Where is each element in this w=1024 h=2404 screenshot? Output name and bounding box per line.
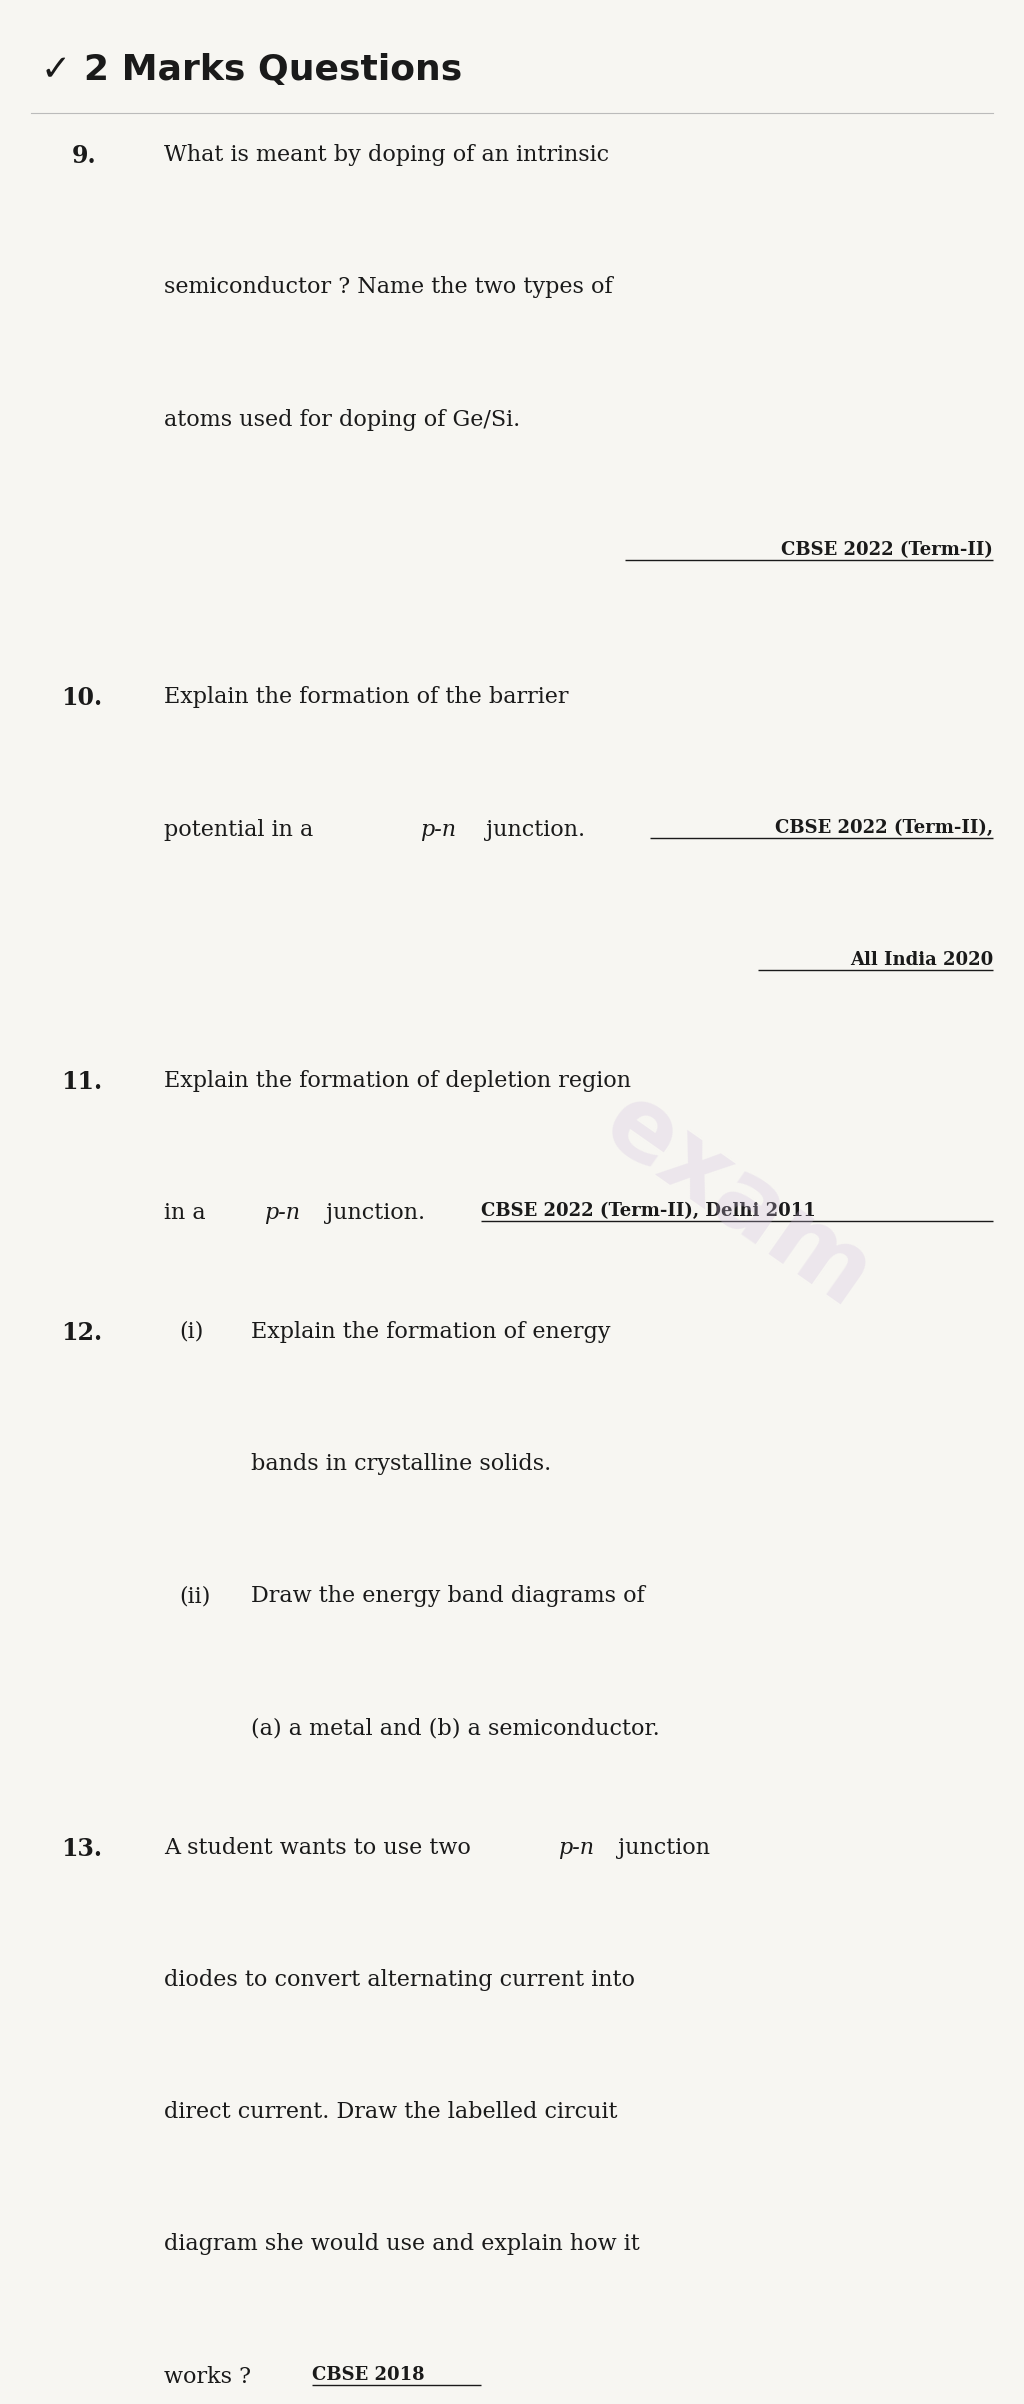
Text: diagram she would use and explain how it: diagram she would use and explain how it [164,2233,640,2255]
Text: p-n: p-n [558,1837,594,1858]
Text: p-n: p-n [264,1202,300,1224]
Text: Explain the formation of the barrier: Explain the formation of the barrier [164,688,568,709]
Text: What is meant by doping of an intrinsic: What is meant by doping of an intrinsic [164,144,609,166]
Text: (i): (i) [179,1322,204,1344]
Text: CBSE 2022 (Term-II), Delhi 2011: CBSE 2022 (Term-II), Delhi 2011 [481,1202,816,1219]
Text: atoms used for doping of Ge/Si.: atoms used for doping of Ge/Si. [164,409,520,430]
Text: 9.: 9. [72,144,96,168]
Text: junction: junction [611,1837,711,1858]
Text: A student wants to use two: A student wants to use two [164,1837,478,1858]
Text: All India 2020: All India 2020 [850,952,993,969]
Text: CBSE 2022 (Term-II): CBSE 2022 (Term-II) [781,541,993,558]
Text: Draw the energy band diagrams of: Draw the energy band diagrams of [251,1587,645,1608]
Text: semiconductor ? Name the two types of: semiconductor ? Name the two types of [164,276,612,298]
Text: (ii): (ii) [179,1587,211,1608]
Text: in a: in a [164,1202,213,1224]
Text: 13.: 13. [61,1837,102,1861]
Text: works ?: works ? [164,2366,265,2387]
Text: (a) a metal and (b) a semiconductor.: (a) a metal and (b) a semiconductor. [251,1719,659,1740]
Text: CBSE 2022 (Term-II),: CBSE 2022 (Term-II), [775,820,993,837]
Text: exam: exam [585,1075,890,1329]
Text: p-n: p-n [420,820,456,841]
Text: 11.: 11. [61,1070,102,1094]
Text: CBSE 2018: CBSE 2018 [312,2366,425,2382]
Text: ✓ 2 Marks Questions: ✓ 2 Marks Questions [41,53,462,87]
Text: 12.: 12. [61,1322,102,1344]
Text: junction.: junction. [479,820,586,841]
Text: bands in crystalline solids.: bands in crystalline solids. [251,1454,551,1476]
Text: Explain the formation of depletion region: Explain the formation of depletion regio… [164,1070,631,1091]
Text: Explain the formation of energy: Explain the formation of energy [251,1322,610,1344]
Text: junction.: junction. [319,1202,426,1224]
Text: 10.: 10. [61,688,102,709]
Text: diodes to convert alternating current into: diodes to convert alternating current in… [164,1969,635,1991]
Text: potential in a: potential in a [164,820,321,841]
Text: direct current. Draw the labelled circuit: direct current. Draw the labelled circui… [164,2101,617,2123]
